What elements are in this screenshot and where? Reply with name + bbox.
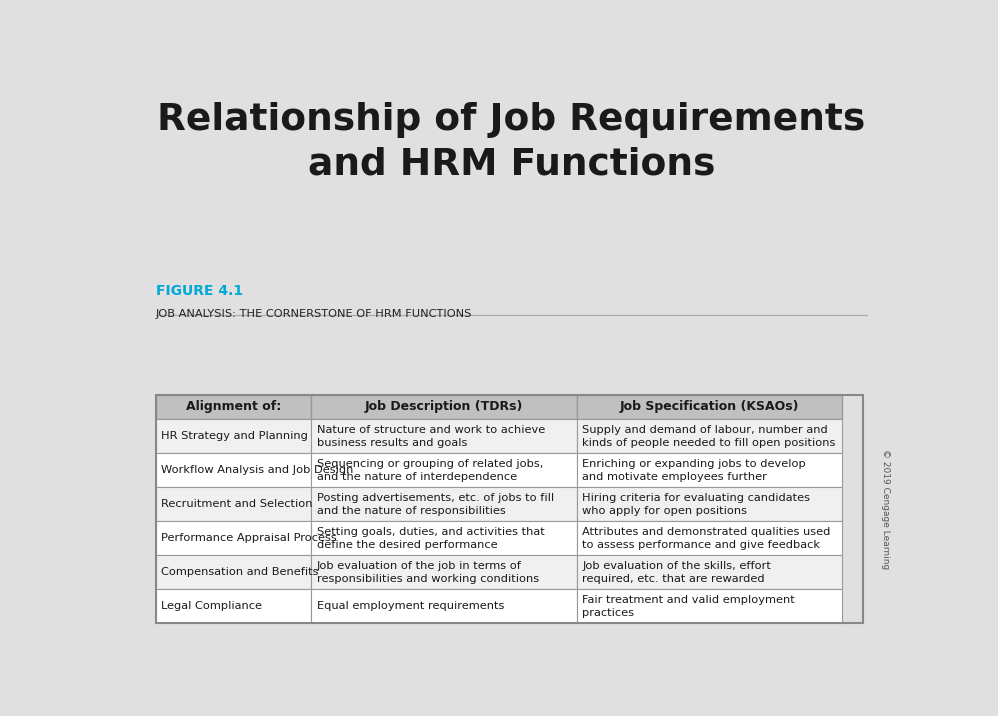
Bar bbox=[156, 453, 311, 488]
Bar bbox=[156, 589, 311, 624]
Bar bbox=[577, 589, 842, 624]
Text: Job Description (TDRs): Job Description (TDRs) bbox=[365, 400, 523, 413]
Text: Sequencing or grouping of related jobs,
and the nature of interdependence: Sequencing or grouping of related jobs, … bbox=[316, 459, 543, 482]
Bar bbox=[577, 395, 842, 419]
Bar bbox=[156, 395, 311, 419]
Text: Compensation and Benefits: Compensation and Benefits bbox=[161, 567, 318, 577]
Bar bbox=[156, 488, 311, 521]
Text: JOB ANALYSIS: THE CORNERSTONE OF HRM FUNCTIONS: JOB ANALYSIS: THE CORNERSTONE OF HRM FUN… bbox=[156, 309, 472, 319]
Text: Legal Compliance: Legal Compliance bbox=[161, 601, 262, 611]
Bar bbox=[311, 556, 577, 589]
Text: Posting advertisements, etc. of jobs to fill
and the nature of responsibilities: Posting advertisements, etc. of jobs to … bbox=[316, 493, 554, 516]
Text: Supply and demand of labour, number and
kinds of people needed to fill open posi: Supply and demand of labour, number and … bbox=[582, 425, 835, 448]
Bar bbox=[577, 521, 842, 556]
Text: © 2019 Cengage Learning: © 2019 Cengage Learning bbox=[880, 449, 889, 569]
Bar bbox=[577, 556, 842, 589]
Bar bbox=[156, 556, 311, 589]
Text: Job evaluation of the skills, effort
required, etc. that are rewarded: Job evaluation of the skills, effort req… bbox=[582, 561, 771, 584]
Text: Fair treatment and valid employment
practices: Fair treatment and valid employment prac… bbox=[582, 595, 795, 618]
Bar bbox=[311, 488, 577, 521]
Bar bbox=[156, 395, 863, 624]
Text: Job Specification (KSAOs): Job Specification (KSAOs) bbox=[620, 400, 799, 413]
Text: HR Strategy and Planning: HR Strategy and Planning bbox=[161, 431, 308, 441]
Bar bbox=[311, 453, 577, 488]
Bar bbox=[577, 419, 842, 453]
Text: Relationship of Job Requirements
and HRM Functions: Relationship of Job Requirements and HRM… bbox=[158, 102, 865, 183]
Text: Hiring criteria for evaluating candidates
who apply for open positions: Hiring criteria for evaluating candidate… bbox=[582, 493, 810, 516]
Text: Alignment of:: Alignment of: bbox=[186, 400, 281, 413]
Text: Performance Appraisal Process: Performance Appraisal Process bbox=[161, 533, 337, 543]
Bar bbox=[577, 453, 842, 488]
Bar bbox=[311, 521, 577, 556]
Text: Workflow Analysis and Job Design: Workflow Analysis and Job Design bbox=[161, 465, 353, 475]
Bar bbox=[156, 419, 311, 453]
Bar bbox=[156, 521, 311, 556]
Bar bbox=[311, 589, 577, 624]
Text: FIGURE 4.1: FIGURE 4.1 bbox=[156, 284, 243, 298]
Bar bbox=[311, 395, 577, 419]
Text: Enriching or expanding jobs to develop
and motivate employees further: Enriching or expanding jobs to develop a… bbox=[582, 459, 806, 482]
Text: Job evaluation of the job in terms of
responsibilities and working conditions: Job evaluation of the job in terms of re… bbox=[316, 561, 539, 584]
Text: Nature of structure and work to achieve
business results and goals: Nature of structure and work to achieve … bbox=[316, 425, 545, 448]
Text: Setting goals, duties, and activities that
define the desired performance: Setting goals, duties, and activities th… bbox=[316, 527, 545, 550]
Text: Recruitment and Selection: Recruitment and Selection bbox=[161, 499, 312, 509]
Text: Attributes and demonstrated qualities used
to assess performance and give feedba: Attributes and demonstrated qualities us… bbox=[582, 527, 830, 550]
Text: Equal employment requirements: Equal employment requirements bbox=[316, 601, 504, 611]
Bar bbox=[311, 419, 577, 453]
Bar bbox=[577, 488, 842, 521]
